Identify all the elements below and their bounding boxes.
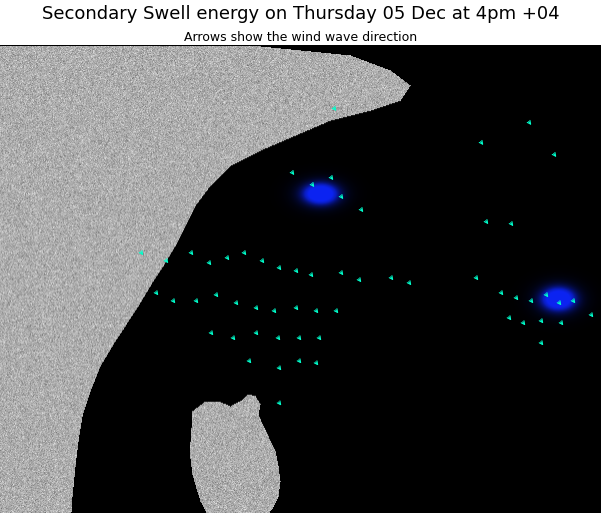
Text: Secondary Swell energy on Thursday 05 Dec at 4pm +04: Secondary Swell energy on Thursday 05 De… (41, 5, 560, 23)
Text: Arrows show the wind wave direction: Arrows show the wind wave direction (184, 30, 417, 44)
